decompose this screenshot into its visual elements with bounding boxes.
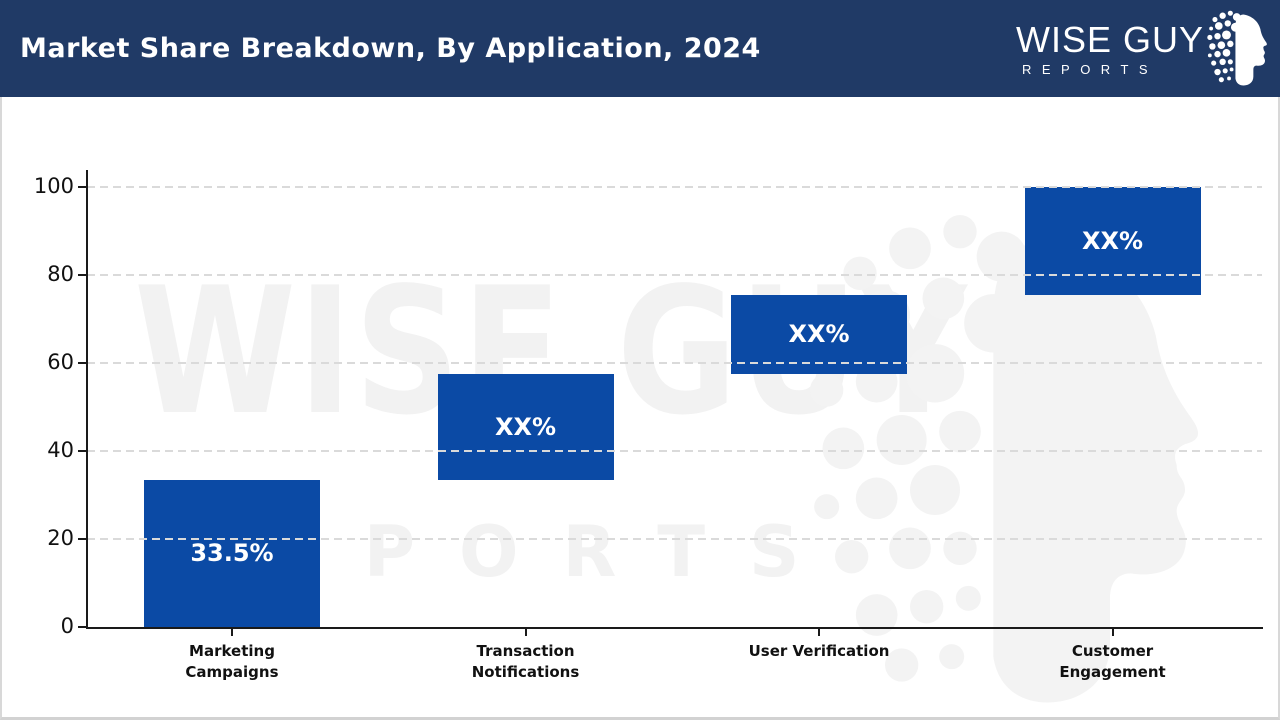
bar-value-label: 33.5%	[190, 539, 274, 568]
category-label: Transaction Notifications	[471, 642, 580, 681]
category-label: User Verification	[748, 642, 890, 660]
y-tick-mark	[78, 626, 87, 628]
y-tick-label: 100	[33, 174, 74, 198]
bar-value-label: XX%	[494, 412, 557, 441]
y-tick-label: 0	[60, 614, 74, 638]
y-tick-mark	[78, 450, 87, 452]
x-tick-mark	[1111, 629, 1114, 636]
brand-sub: REPORTS	[1021, 61, 1159, 77]
plot: 0 20 40 60 80 100 33.5% Marketing Campaigns XX% T…	[2, 97, 1278, 717]
gridline	[87, 186, 1262, 188]
category-label: Marketing Campaigns	[185, 642, 279, 681]
category-label: Customer Engagement	[1059, 642, 1166, 681]
x-tick-mark	[230, 629, 233, 636]
bar-value-label: XX%	[1082, 226, 1144, 255]
brand-face-icon	[1206, 7, 1270, 91]
y-tick-label: 80	[47, 262, 74, 286]
bar: XX%	[1024, 187, 1201, 295]
header: Market Share Breakdown, By Application, …	[0, 0, 1280, 97]
y-axis	[86, 170, 88, 629]
y-tick-mark	[78, 186, 87, 188]
gridline	[87, 274, 1262, 276]
y-tick-mark	[78, 362, 87, 364]
y-tick-label: 20	[47, 526, 74, 550]
x-tick-mark	[818, 629, 821, 636]
brand-name: WISE GUY	[1015, 18, 1204, 60]
y-tick-mark	[78, 538, 87, 540]
x-tick-mark	[524, 629, 527, 636]
y-tick-mark	[78, 274, 87, 276]
x-axis	[86, 627, 1263, 629]
page-title: Market Share Breakdown, By Application, …	[20, 33, 761, 64]
brand-logo: WISE GUY REPORTS	[1016, 7, 1270, 91]
y-tick-label: 60	[47, 350, 74, 374]
bar-value-label: XX%	[788, 320, 850, 349]
y-tick-label: 40	[47, 438, 74, 462]
bar: 33.5%	[143, 479, 320, 627]
gridline	[87, 538, 1262, 540]
bar: XX%	[437, 374, 614, 480]
chart-area: WISE GUY REPORTS 0 20 40 60 80 100 33.5% Market…	[0, 97, 1280, 720]
gridline	[87, 450, 1262, 452]
brand-text: WISE GUY REPORTS	[1015, 18, 1204, 77]
gridline	[87, 362, 1262, 364]
